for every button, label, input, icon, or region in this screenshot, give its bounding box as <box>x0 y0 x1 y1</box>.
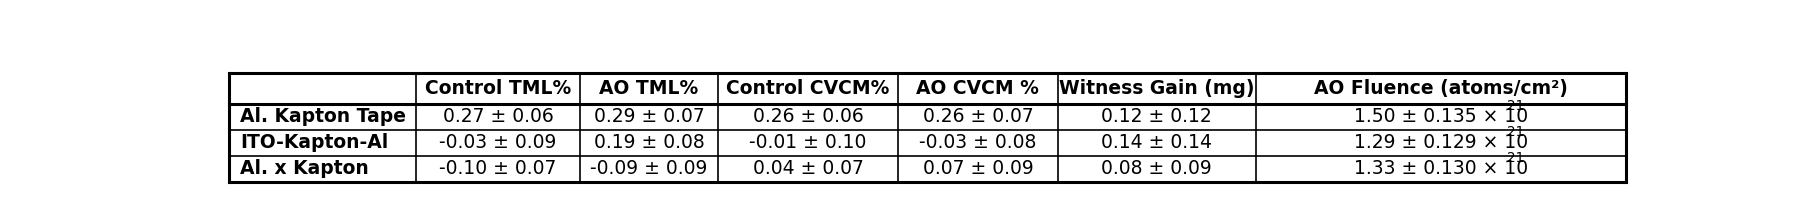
Text: 0.12 ± 0.12: 0.12 ± 0.12 <box>1100 107 1213 126</box>
Text: 0.26 ± 0.06: 0.26 ± 0.06 <box>753 107 863 126</box>
Text: 0.14 ± 0.14: 0.14 ± 0.14 <box>1100 133 1213 152</box>
Text: Al. x Kapton: Al. x Kapton <box>241 159 369 178</box>
Text: 0.26 ± 0.07: 0.26 ± 0.07 <box>923 107 1034 126</box>
Text: 0.07 ± 0.09: 0.07 ± 0.09 <box>923 159 1034 178</box>
Text: AO Fluence (atoms/cm²): AO Fluence (atoms/cm²) <box>1314 79 1567 98</box>
Text: 1.33 ± 0.130 × 10: 1.33 ± 0.130 × 10 <box>1354 159 1528 178</box>
Text: 1.29 ± 0.129 × 10: 1.29 ± 0.129 × 10 <box>1354 133 1528 152</box>
Text: 1.50 ± 0.135 × 10: 1.50 ± 0.135 × 10 <box>1354 107 1528 126</box>
Text: 21: 21 <box>1508 125 1524 139</box>
Text: Al. Kapton Tape: Al. Kapton Tape <box>241 107 405 126</box>
Text: -0.09 ± 0.09: -0.09 ± 0.09 <box>590 159 708 178</box>
Text: -0.03 ± 0.08: -0.03 ± 0.08 <box>919 133 1037 152</box>
Text: 0.08 ± 0.09: 0.08 ± 0.09 <box>1100 159 1213 178</box>
Text: Control CVCM%: Control CVCM% <box>726 79 891 98</box>
Text: Witness Gain (mg): Witness Gain (mg) <box>1059 79 1254 98</box>
Text: -0.01 ± 0.10: -0.01 ± 0.10 <box>749 133 867 152</box>
Text: 0.27 ± 0.06: 0.27 ± 0.06 <box>443 107 554 126</box>
Bar <box>230 73 1625 182</box>
Text: 21: 21 <box>1508 99 1524 113</box>
Text: AO CVCM %: AO CVCM % <box>916 79 1039 98</box>
Text: AO TML%: AO TML% <box>599 79 699 98</box>
Text: 21: 21 <box>1508 151 1524 165</box>
Text: Control TML%: Control TML% <box>425 79 572 98</box>
Text: ITO-Kapton-Al: ITO-Kapton-Al <box>241 133 389 152</box>
Text: -0.03 ± 0.09: -0.03 ± 0.09 <box>440 133 557 152</box>
Text: -0.10 ± 0.07: -0.10 ± 0.07 <box>440 159 557 178</box>
Text: 0.04 ± 0.07: 0.04 ± 0.07 <box>753 159 863 178</box>
Text: 0.19 ± 0.08: 0.19 ± 0.08 <box>594 133 704 152</box>
Text: 0.29 ± 0.07: 0.29 ± 0.07 <box>594 107 704 126</box>
